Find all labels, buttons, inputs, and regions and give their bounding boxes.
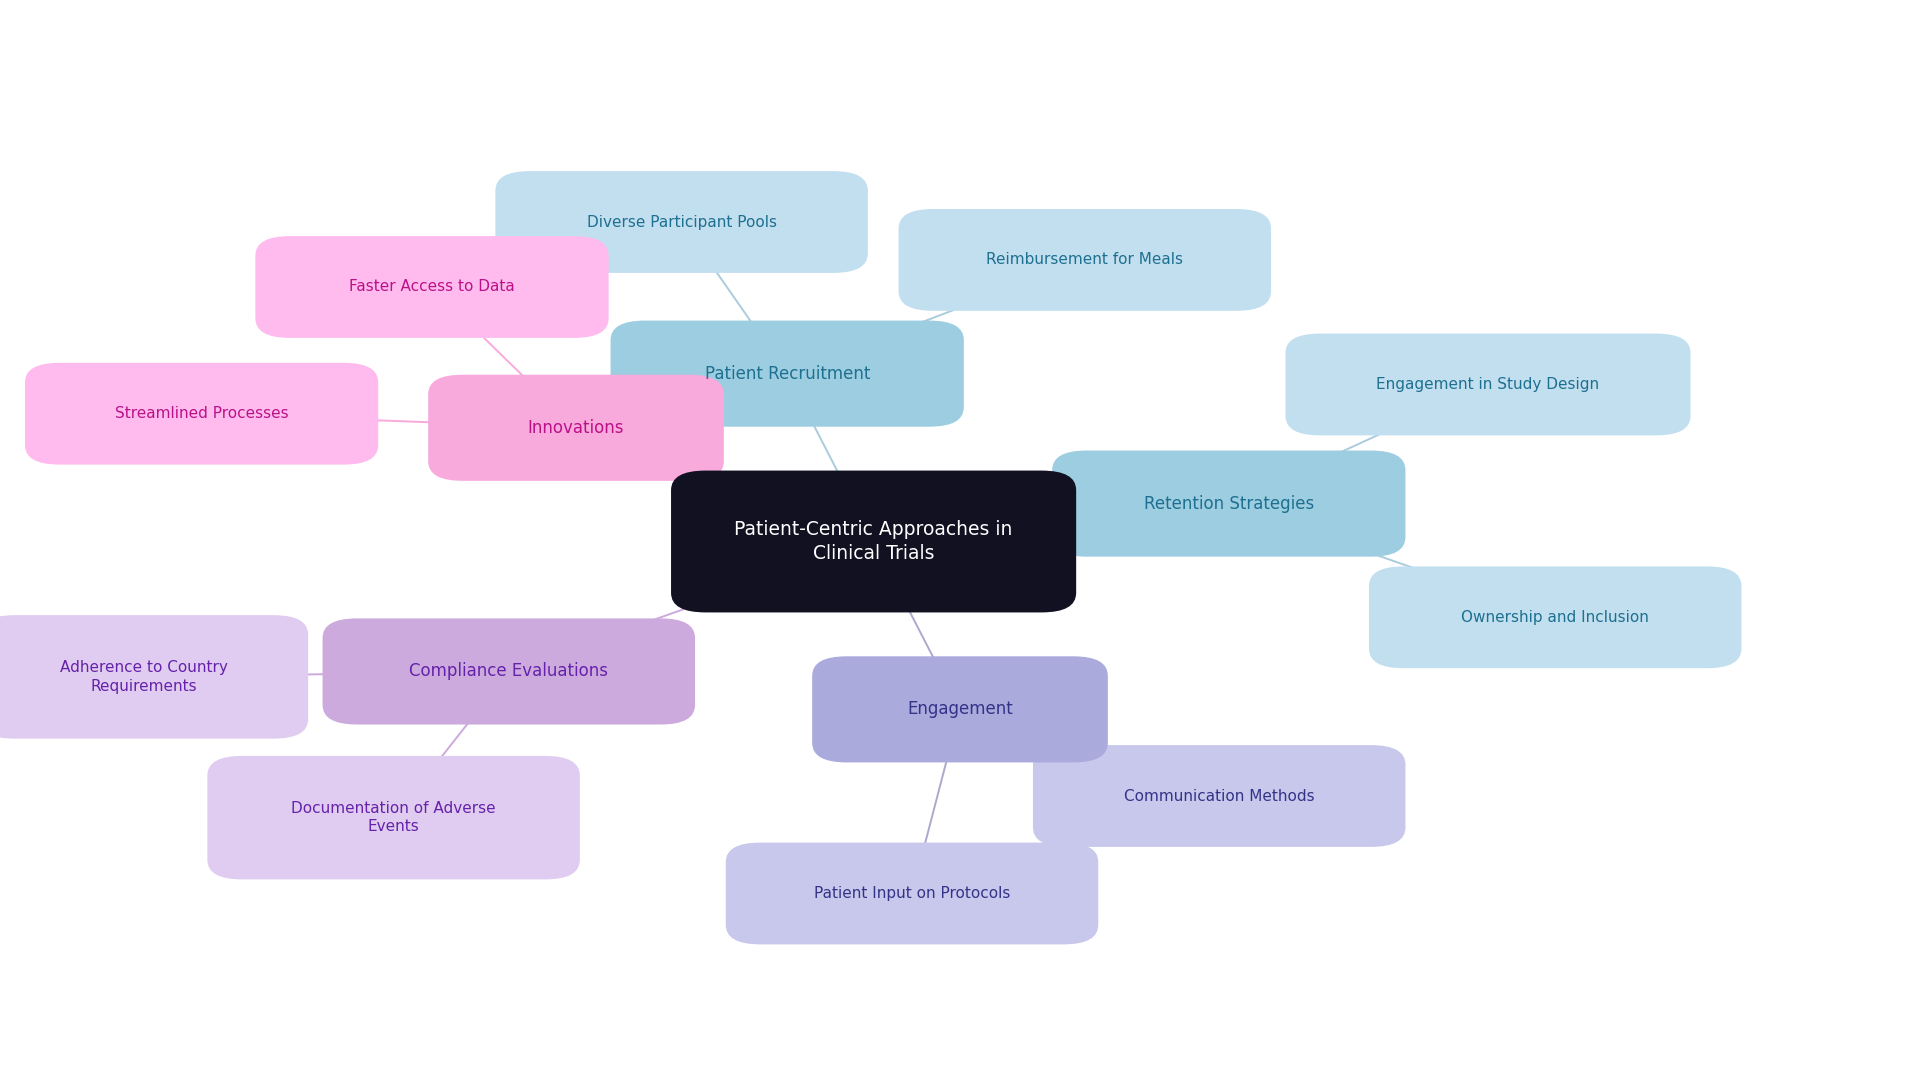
FancyBboxPatch shape bbox=[1052, 451, 1405, 557]
Text: Innovations: Innovations bbox=[528, 419, 624, 436]
Text: Diverse Participant Pools: Diverse Participant Pools bbox=[588, 214, 776, 230]
Text: Reimbursement for Meals: Reimbursement for Meals bbox=[987, 252, 1183, 268]
FancyBboxPatch shape bbox=[812, 656, 1108, 762]
FancyBboxPatch shape bbox=[611, 321, 964, 427]
FancyBboxPatch shape bbox=[255, 236, 609, 338]
FancyBboxPatch shape bbox=[323, 618, 695, 725]
Text: Engagement in Study Design: Engagement in Study Design bbox=[1377, 377, 1599, 392]
FancyBboxPatch shape bbox=[495, 171, 868, 273]
FancyBboxPatch shape bbox=[1286, 334, 1690, 435]
FancyBboxPatch shape bbox=[207, 756, 580, 879]
Text: Compliance Evaluations: Compliance Evaluations bbox=[409, 663, 609, 680]
Text: Engagement: Engagement bbox=[906, 701, 1014, 718]
Text: Faster Access to Data: Faster Access to Data bbox=[349, 279, 515, 295]
FancyBboxPatch shape bbox=[1033, 745, 1405, 847]
FancyBboxPatch shape bbox=[899, 209, 1271, 311]
Text: Patient-Centric Approaches in
Clinical Trials: Patient-Centric Approaches in Clinical T… bbox=[735, 520, 1012, 563]
Text: Ownership and Inclusion: Ownership and Inclusion bbox=[1461, 610, 1649, 625]
Text: Adherence to Country
Requirements: Adherence to Country Requirements bbox=[60, 660, 228, 694]
Text: Communication Methods: Communication Methods bbox=[1123, 788, 1315, 804]
Text: Patient Input on Protocols: Patient Input on Protocols bbox=[814, 886, 1010, 901]
FancyBboxPatch shape bbox=[672, 470, 1075, 613]
FancyBboxPatch shape bbox=[0, 615, 307, 739]
FancyBboxPatch shape bbox=[25, 363, 378, 465]
FancyBboxPatch shape bbox=[428, 375, 724, 481]
Text: Retention Strategies: Retention Strategies bbox=[1144, 495, 1313, 512]
Text: Patient Recruitment: Patient Recruitment bbox=[705, 365, 870, 382]
FancyBboxPatch shape bbox=[1369, 566, 1741, 668]
Text: Streamlined Processes: Streamlined Processes bbox=[115, 406, 288, 421]
FancyBboxPatch shape bbox=[726, 843, 1098, 944]
Text: Documentation of Adverse
Events: Documentation of Adverse Events bbox=[292, 800, 495, 835]
